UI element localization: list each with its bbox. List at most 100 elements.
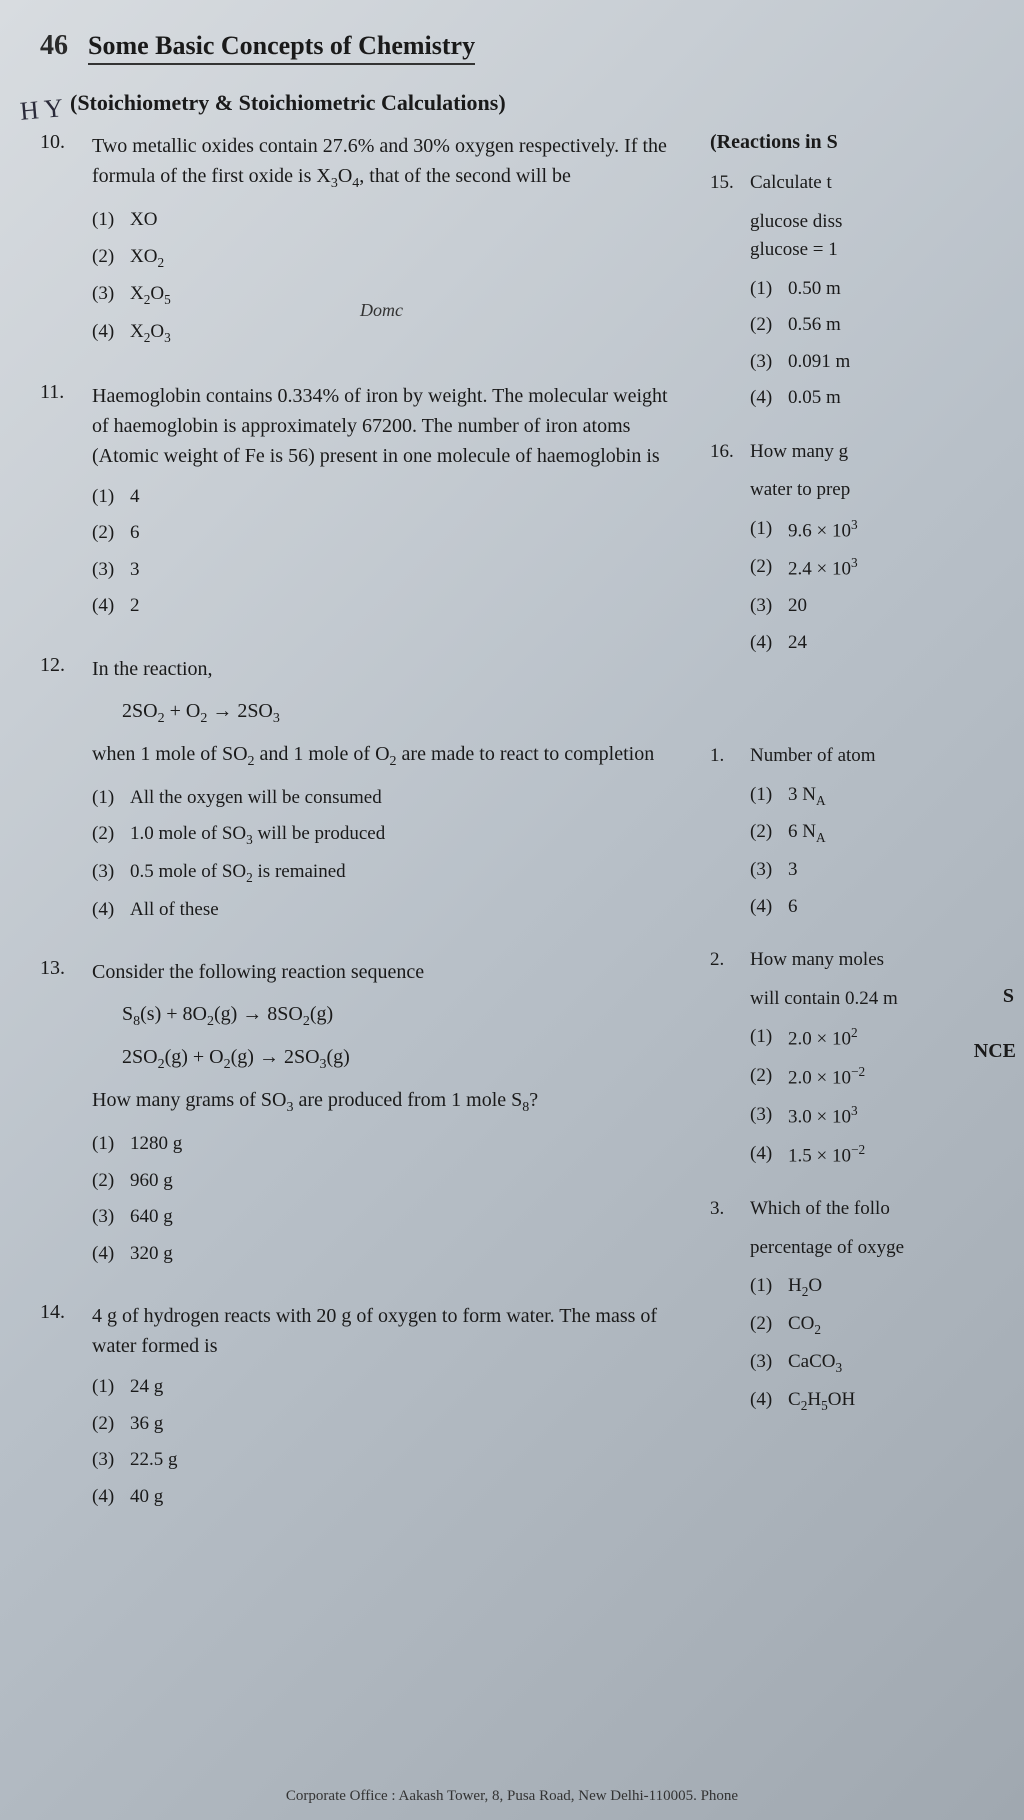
q-text: Two metallic oxides contain 27.6% and 30… [92,131,680,194]
option: (4)All of these [92,896,680,925]
q-text: How many moles [750,946,884,975]
q-text: Calculate t [750,169,832,198]
option: (4)0.05 m [750,384,984,413]
q-text: Number of atom [750,742,876,771]
option: (4)C2H5OH [750,1386,984,1416]
q-text: water to prep [750,476,984,505]
right-column: (Reactions in S 15. Calculate t glucose … [710,131,984,1544]
q-body: Haemoglobin contains 0.334% of iron by w… [92,381,680,629]
q-body: Two metallic oxides contain 27.6% and 30… [92,131,680,356]
handwritten-annotation: H Y [19,93,65,127]
options: (1)1280 g (2)960 g (3)640 g (4)320 g [92,1130,680,1268]
q-text: Consider the following reaction sequence [92,957,680,987]
side-label-s: S [1003,985,1014,1008]
q-number: 14. [40,1301,80,1519]
question-r1: 1. Number of atom (1)3 NA (2)6 NA (3)3 (… [710,742,984,921]
q-text: In the reaction, [92,654,680,684]
q-text: will contain 0.24 m [750,985,984,1014]
option: (2)2.4 × 103 [750,553,984,584]
q-text: How many g [750,438,848,467]
options: (1)XO (2)XO2 (3)X2O5 (4)X2O3 [92,206,680,348]
left-column: 10. Two metallic oxides contain 27.6% an… [40,131,680,1544]
page-number: 46 [40,30,68,62]
option: (1)All the oxygen will be consumed [92,784,680,813]
footer: Corporate Office : Aakash Tower, 8, Pusa… [0,1788,1024,1805]
option: (3)3 [750,856,984,885]
option: (4)1.5 × 10−2 [750,1140,984,1171]
q-text: glucose = 1 [750,236,984,265]
q-number: 2. [710,946,740,975]
question-r3: 3. Which of the follo percentage of oxyg… [710,1195,984,1415]
formula: 2SO2(g) + O2(g) → 2SO3(g) [122,1042,680,1075]
q-body: Consider the following reaction sequence… [92,957,680,1276]
question-11: 11. Haemoglobin contains 0.334% of iron … [40,381,680,629]
option: (2)960 g [92,1167,680,1196]
options: (1)3 NA (2)6 NA (3)3 (4)6 [750,781,984,921]
q-number: 10. [40,131,80,356]
option: (2)2.0 × 10−2 [750,1062,984,1093]
option: (3)3.0 × 103 [750,1101,984,1132]
chapter-title: Some Basic Concepts of Chemistry [88,31,475,65]
options: (1)All the oxygen will be consumed (2)1.… [92,784,680,924]
option: (3)CaCO3 [750,1348,984,1378]
q-text: How many grams of SO3 are produced from … [92,1085,680,1118]
option: (1)H2O [750,1272,984,1302]
option: (1)1280 g [92,1130,680,1159]
formula: S8(s) + 8O2(g) → 8SO2(g) [122,999,680,1032]
q-number: 13. [40,957,80,1276]
q-text: glucose diss [750,208,984,237]
option: (2)6 [92,519,680,548]
option: (2)6 NA [750,818,984,848]
question-r2: 2. How many moles will contain 0.24 m (1… [710,946,984,1170]
options: (1)H2O (2)CO2 (3)CaCO3 (4)C2H5OH [750,1272,984,1415]
q-text: Haemoglobin contains 0.334% of iron by w… [92,381,680,471]
option: (1)24 g [92,1373,680,1402]
option: (1)0.50 m [750,275,984,304]
section-title: (Stoichiometry & Stoichiometric Calculat… [70,90,984,116]
option: (1)3 NA [750,781,984,811]
page-header: 46 Some Basic Concepts of Chemistry [40,30,984,65]
q-text: when 1 mole of SO2 and 1 mole of O2 are … [92,739,680,772]
options: (1)9.6 × 103 (2)2.4 × 103 (3)20 (4)24 [750,515,984,658]
question-12: 12. In the reaction, 2SO2 + O2 → 2SO3 wh… [40,654,680,932]
q-number: 15. [710,169,740,198]
option: (4)X2O3 [92,318,680,348]
option: (4)2 [92,592,680,621]
question-13: 13. Consider the following reaction sequ… [40,957,680,1276]
option: (4)6 [750,893,984,922]
options: (1)2.0 × 102 (2)2.0 × 10−2 (3)3.0 × 103 … [750,1023,984,1170]
option: (2)36 g [92,1410,680,1439]
q-text: percentage of oxyge [750,1234,984,1263]
option: (4)40 g [92,1483,680,1512]
option: (3)0.5 mole of SO2 is remained [92,858,680,888]
option: (3)20 [750,592,984,621]
formula: 2SO2 + O2 → 2SO3 [122,696,680,729]
q-number: 16. [710,438,740,467]
question-10: 10. Two metallic oxides contain 27.6% an… [40,131,680,356]
option: (3)640 g [92,1203,680,1232]
option: (1)4 [92,483,680,512]
options: (1)0.50 m (2)0.56 m (3)0.091 m (4)0.05 m [750,275,984,413]
option: (2)1.0 mole of SO3 will be produced [92,820,680,850]
right-heading: (Reactions in S [710,131,984,154]
option: (2)XO2 [92,243,680,273]
q-number: 1. [710,742,740,771]
option: (3)0.091 m [750,348,984,377]
question-14: 14. 4 g of hydrogen reacts with 20 g of … [40,1301,680,1519]
q-number: 11. [40,381,80,629]
option: (4)24 [750,629,984,658]
options: (1)24 g (2)36 g (3)22.5 g (4)40 g [92,1373,680,1511]
options: (1)4 (2)6 (3)3 (4)2 [92,483,680,621]
option: (1)2.0 × 102 [750,1023,984,1054]
q-body: In the reaction, 2SO2 + O2 → 2SO3 when 1… [92,654,680,932]
option: (3)22.5 g [92,1446,680,1475]
option: (4)320 g [92,1240,680,1269]
q-number: 12. [40,654,80,932]
q-body: 4 g of hydrogen reacts with 20 g of oxyg… [92,1301,680,1519]
content-area: 10. Two metallic oxides contain 27.6% an… [40,131,984,1544]
option: (1)XO [92,206,680,235]
option: (1)9.6 × 103 [750,515,984,546]
option: (2)CO2 [750,1310,984,1340]
handwritten-domc: Domc [360,300,403,321]
option: (2)0.56 m [750,311,984,340]
